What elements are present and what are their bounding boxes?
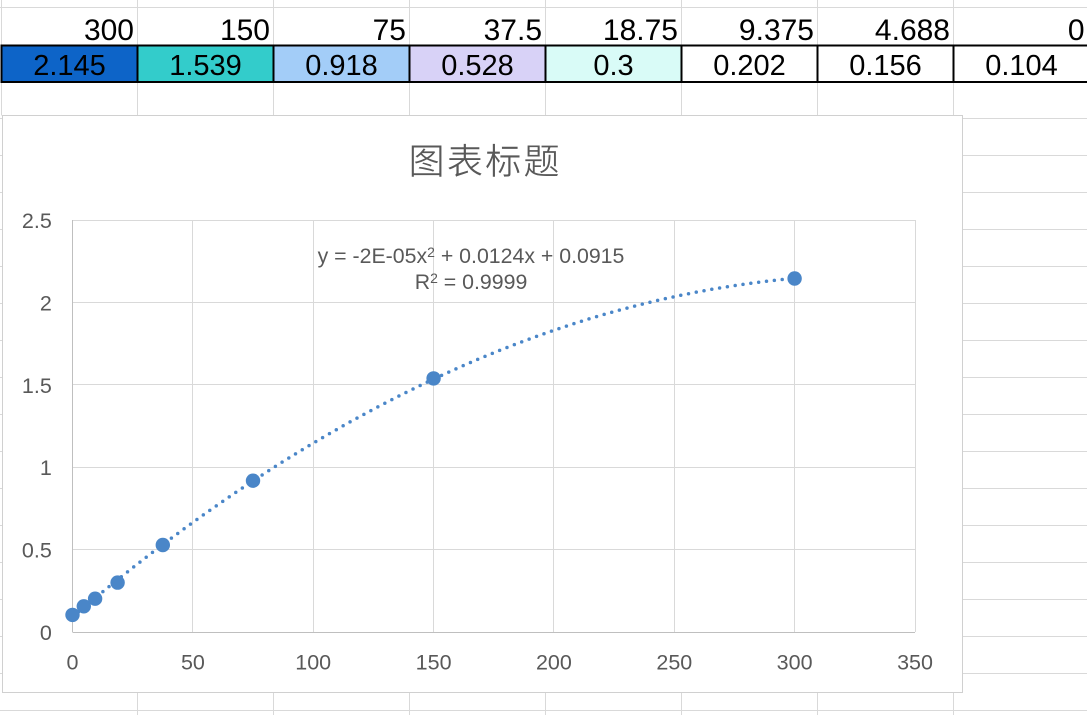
svg-text:2: 2	[40, 291, 52, 315]
svg-text:150: 150	[220, 14, 270, 47]
svg-text:300: 300	[777, 650, 813, 674]
svg-text:200: 200	[536, 650, 572, 674]
svg-text:250: 250	[656, 650, 692, 674]
svg-text:150: 150	[416, 650, 452, 674]
svg-text:37.5: 37.5	[484, 14, 542, 47]
svg-text:2.145: 2.145	[33, 50, 106, 82]
svg-text:0: 0	[40, 621, 52, 645]
svg-text:50: 50	[181, 650, 205, 674]
svg-text:350: 350	[897, 650, 933, 674]
svg-text:75: 75	[373, 14, 406, 47]
svg-text:0.156: 0.156	[849, 50, 922, 82]
svg-text:2.5: 2.5	[22, 209, 52, 233]
svg-text:0.3: 0.3	[593, 50, 633, 82]
svg-text:100: 100	[295, 650, 331, 674]
svg-text:0.202: 0.202	[713, 50, 786, 82]
svg-text:0.104: 0.104	[985, 50, 1058, 82]
svg-text:1.5: 1.5	[22, 374, 52, 398]
svg-text:9.375: 9.375	[739, 14, 814, 47]
svg-text:0: 0	[67, 650, 79, 674]
svg-text:18.75: 18.75	[603, 14, 678, 47]
svg-text:1.539: 1.539	[169, 50, 242, 82]
svg-text:0.918: 0.918	[305, 50, 378, 82]
svg-text:4.688: 4.688	[875, 14, 950, 47]
svg-text:0: 0	[1068, 14, 1085, 47]
svg-text:300: 300	[84, 14, 134, 47]
svg-text:y = -2E-05x2 + 0.0124x + 0.091: y = -2E-05x2 + 0.0124x + 0.0915	[318, 244, 625, 268]
svg-text:0.528: 0.528	[441, 50, 514, 82]
svg-text:1: 1	[40, 456, 52, 480]
svg-text:0.5: 0.5	[22, 539, 52, 563]
